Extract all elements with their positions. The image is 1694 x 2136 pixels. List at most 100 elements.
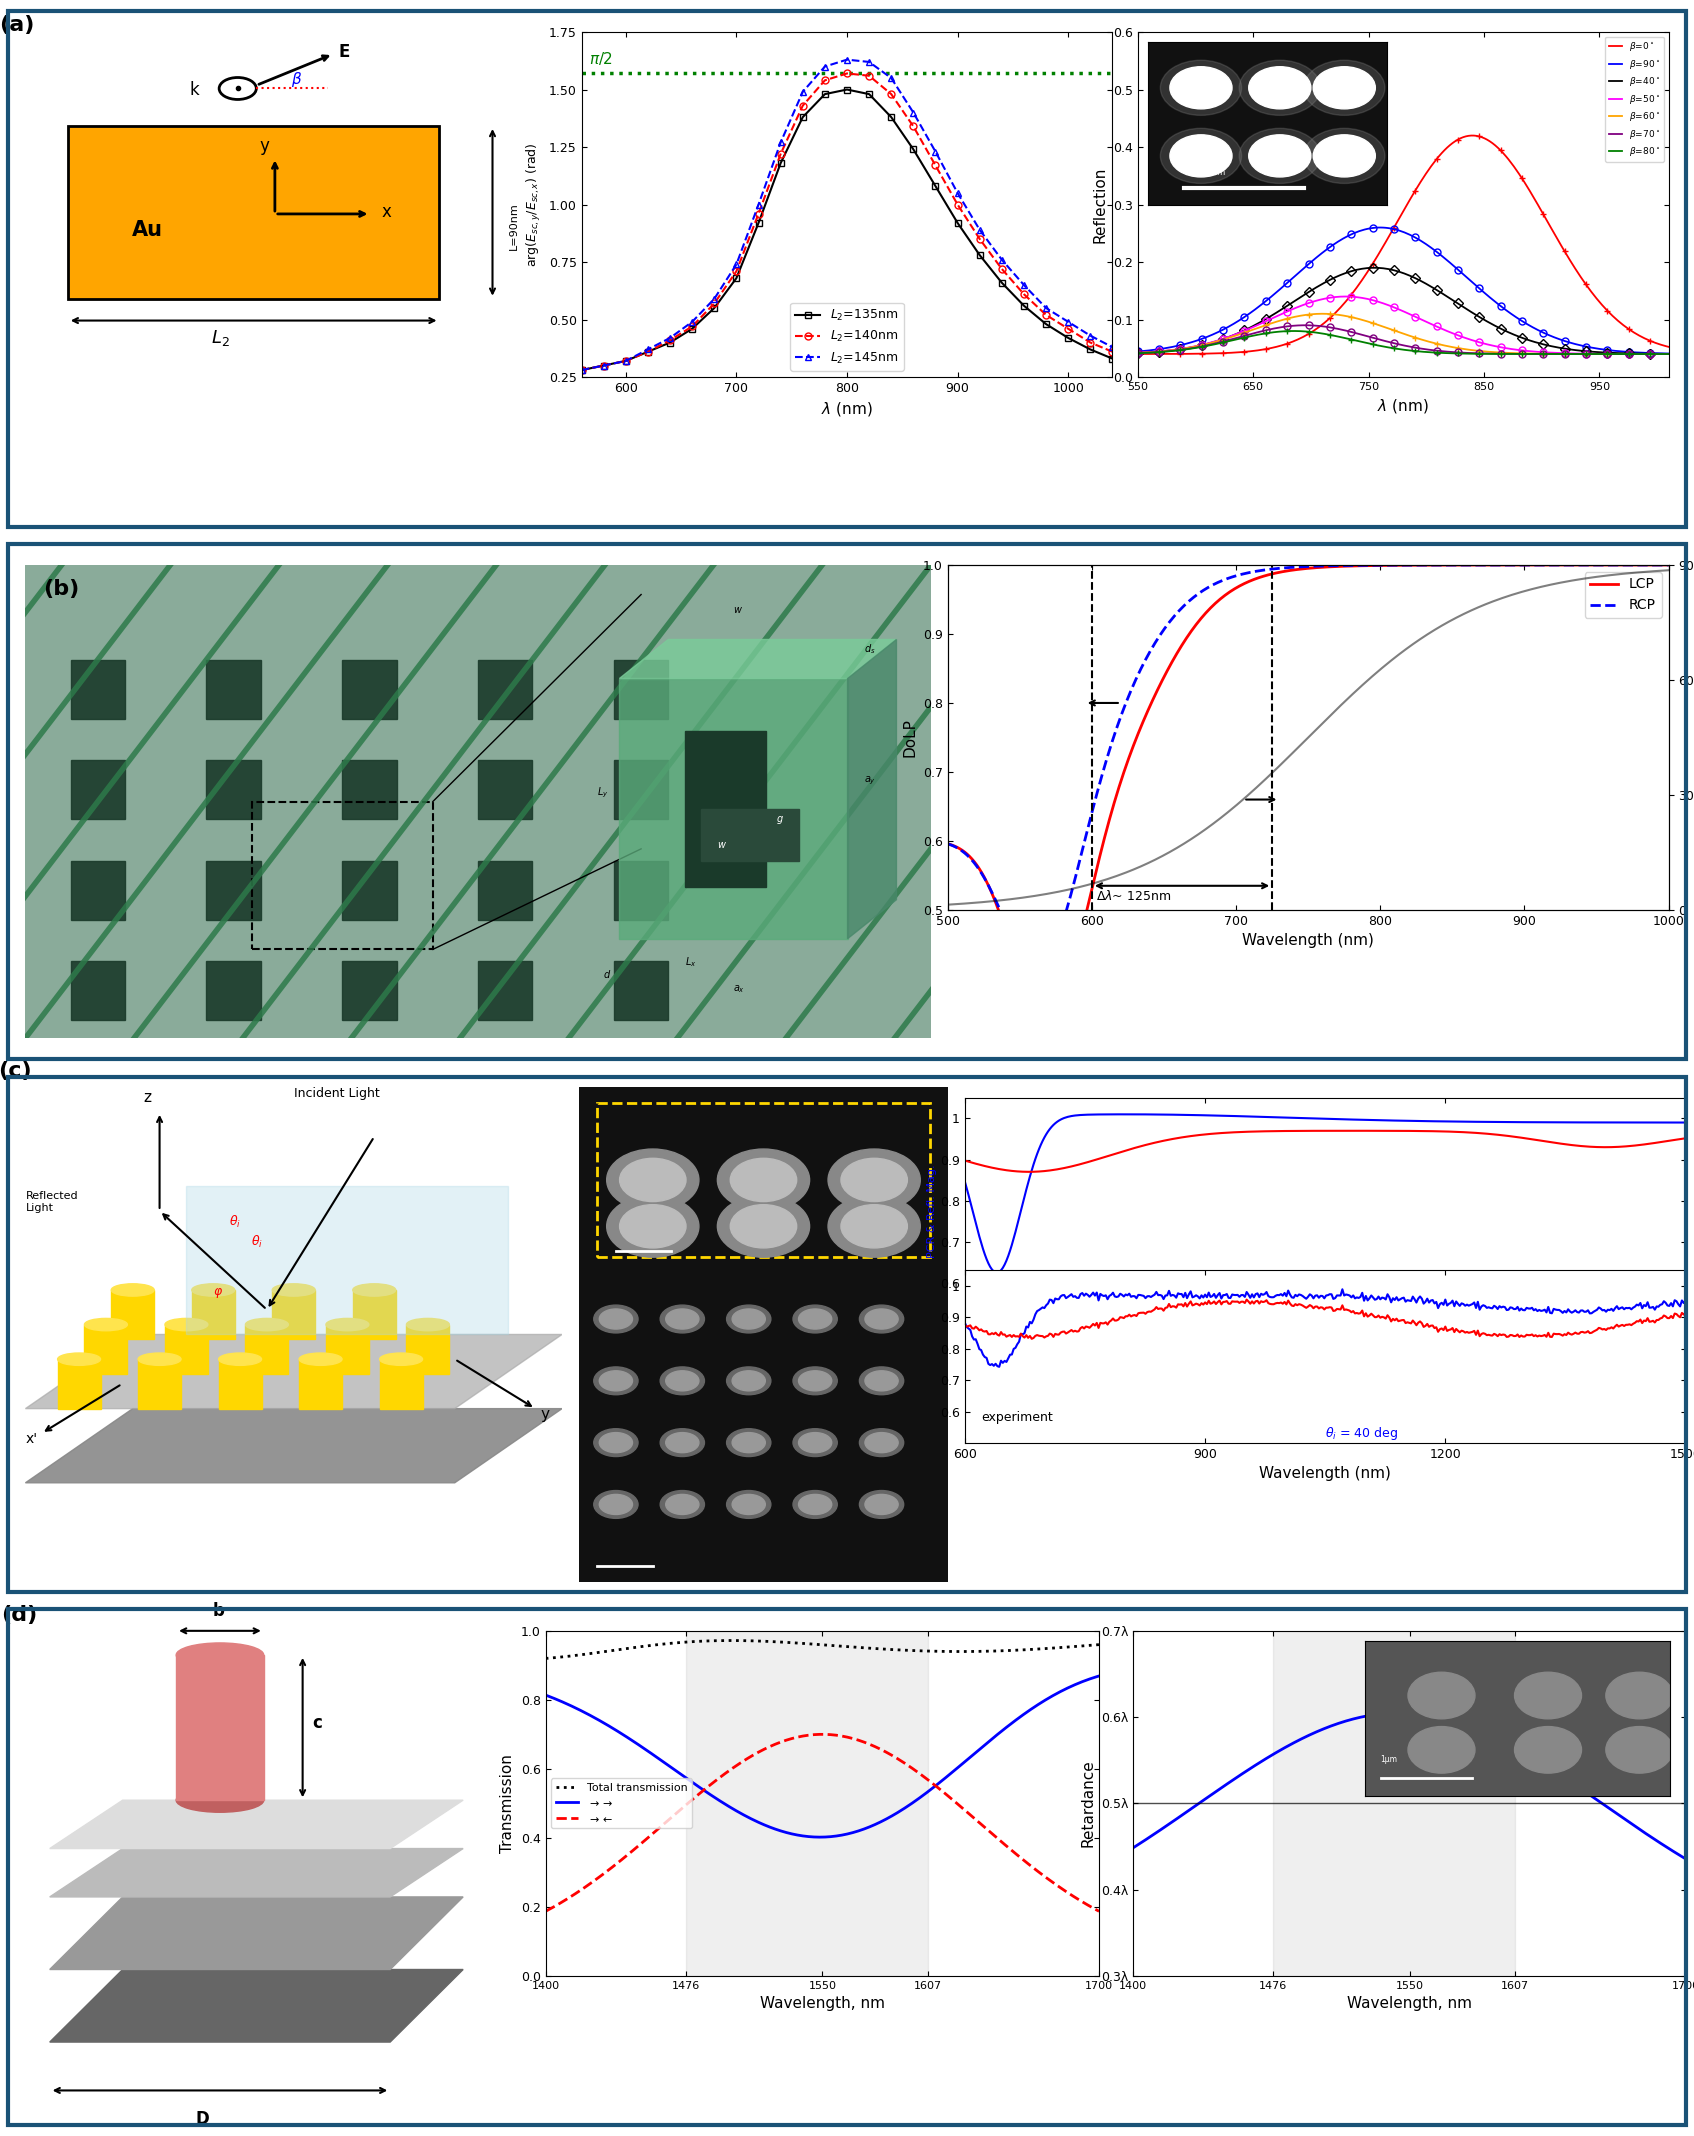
Ellipse shape — [620, 1158, 686, 1203]
$\beta$=40$^\circ$ — [1269, 299, 1289, 325]
$\beta$=50$^\circ$ — [1226, 320, 1247, 346]
$L_2$=135nm — [615, 348, 635, 374]
Ellipse shape — [600, 1495, 632, 1514]
Text: z: z — [144, 1089, 151, 1104]
$L_2$=140nm — [1013, 282, 1033, 308]
→→ — [1005, 1709, 1025, 1734]
Text: x: x — [381, 203, 391, 220]
$L_2$=145nm — [705, 286, 725, 312]
Y-axis label: arg($E_{sc,y}/E_{sc,x}$) (rad): arg($E_{sc,y}/E_{sc,x}$) (rad) — [525, 143, 544, 267]
$\beta$=60$^\circ$ — [1635, 342, 1655, 367]
Bar — [613, 760, 667, 820]
X-axis label: Wavelength (nm): Wavelength (nm) — [1242, 933, 1374, 948]
Text: $\pi/2$: $\pi/2$ — [590, 49, 613, 66]
$\beta$=80$^\circ$ — [1658, 342, 1679, 367]
$L_2$=145nm — [1013, 271, 1033, 297]
Ellipse shape — [727, 1429, 771, 1457]
Ellipse shape — [219, 1352, 261, 1365]
Bar — [342, 961, 396, 1021]
LCP — [938, 831, 959, 857]
$\beta$=50$^\circ$ — [1269, 303, 1289, 329]
Ellipse shape — [730, 1205, 796, 1247]
$L_2$=140nm — [615, 348, 635, 374]
Ellipse shape — [859, 1429, 903, 1457]
$\beta$=50$^\circ$ — [1160, 337, 1181, 363]
RCP — [1367, 553, 1387, 579]
$\beta$=60$^\circ$ — [1269, 308, 1289, 333]
Polygon shape — [49, 1897, 462, 1969]
Ellipse shape — [661, 1367, 705, 1395]
Ellipse shape — [727, 1491, 771, 1519]
$L_2$=135nm — [881, 105, 901, 130]
$\beta$=50$^\circ$ — [1128, 340, 1149, 365]
RCP — [1594, 553, 1614, 579]
$L_2$=145nm — [881, 66, 901, 92]
Text: $\theta_i$: $\theta_i$ — [229, 1213, 241, 1230]
Text: $\varphi$: $\varphi$ — [213, 1286, 224, 1301]
Line: $L_2$=145nm: $L_2$=145nm — [578, 56, 1116, 374]
$L_2$=145nm — [1059, 310, 1079, 335]
→→ — [1089, 1664, 1110, 1690]
$\beta$=40$^\circ$ — [1365, 254, 1386, 280]
→→ — [535, 1683, 556, 1709]
Text: (b): (b) — [44, 579, 80, 600]
Ellipse shape — [666, 1371, 700, 1391]
$\beta$=80$^\circ$ — [1226, 327, 1247, 352]
$L_2$=135nm — [815, 81, 835, 107]
$\beta$=90$^\circ$ — [1616, 340, 1636, 365]
$L_2$=145nm — [593, 352, 613, 378]
Line: $\beta$=90$^\circ$: $\beta$=90$^\circ$ — [1138, 229, 1669, 355]
→→ — [876, 1807, 896, 1833]
$L_2$=140nm — [925, 152, 945, 177]
Ellipse shape — [661, 1429, 705, 1457]
Line: $\beta$=40$^\circ$: $\beta$=40$^\circ$ — [1138, 267, 1669, 355]
$\beta$=50$^\circ$ — [1635, 342, 1655, 367]
Ellipse shape — [246, 1318, 288, 1331]
$\beta$=90$^\circ$ — [1635, 340, 1655, 365]
Bar — [71, 961, 125, 1021]
Bar — [352, 1290, 396, 1339]
$\beta$=50$^\circ$ — [1616, 342, 1636, 367]
Bar — [71, 861, 125, 921]
$L_2$=135nm — [837, 77, 857, 103]
Ellipse shape — [732, 1433, 766, 1452]
Total transmission — [535, 1645, 556, 1670]
Ellipse shape — [666, 1433, 700, 1452]
$L_2$=140nm — [593, 352, 613, 378]
Total transmission — [720, 1628, 740, 1653]
$L_2$=145nm — [947, 179, 967, 205]
$L_2$=140nm — [661, 327, 681, 352]
Total transmission — [537, 1645, 557, 1670]
Ellipse shape — [717, 1196, 810, 1258]
$L_2$=135nm — [661, 329, 681, 355]
Ellipse shape — [828, 1196, 920, 1258]
→→ — [1038, 1685, 1059, 1711]
Ellipse shape — [379, 1352, 422, 1365]
$\beta$=60$^\circ$ — [1128, 340, 1149, 365]
$L_2$=140nm — [1059, 316, 1079, 342]
Ellipse shape — [666, 1309, 700, 1329]
Bar — [139, 1358, 181, 1408]
$\beta$=40$^\circ$ — [1616, 340, 1636, 365]
Text: y: y — [540, 1405, 549, 1423]
Ellipse shape — [866, 1309, 898, 1329]
Bar — [68, 126, 439, 299]
$L_2$=135nm — [903, 137, 923, 162]
Polygon shape — [186, 1185, 508, 1335]
Ellipse shape — [727, 1305, 771, 1333]
$L_2$=145nm — [991, 248, 1011, 273]
RCP — [940, 831, 960, 857]
Text: E: E — [339, 43, 351, 62]
$\beta$=80$^\circ$ — [1149, 340, 1169, 365]
RCP — [938, 831, 959, 857]
Ellipse shape — [595, 1305, 639, 1333]
$L_2$=140nm — [1081, 329, 1101, 355]
Bar — [613, 961, 667, 1021]
LCP — [940, 831, 960, 857]
Polygon shape — [25, 1335, 562, 1408]
Ellipse shape — [661, 1491, 705, 1519]
→← — [1038, 1867, 1059, 1892]
$L_2$=145nm — [1081, 323, 1101, 348]
Bar — [478, 660, 532, 718]
Ellipse shape — [139, 1352, 181, 1365]
